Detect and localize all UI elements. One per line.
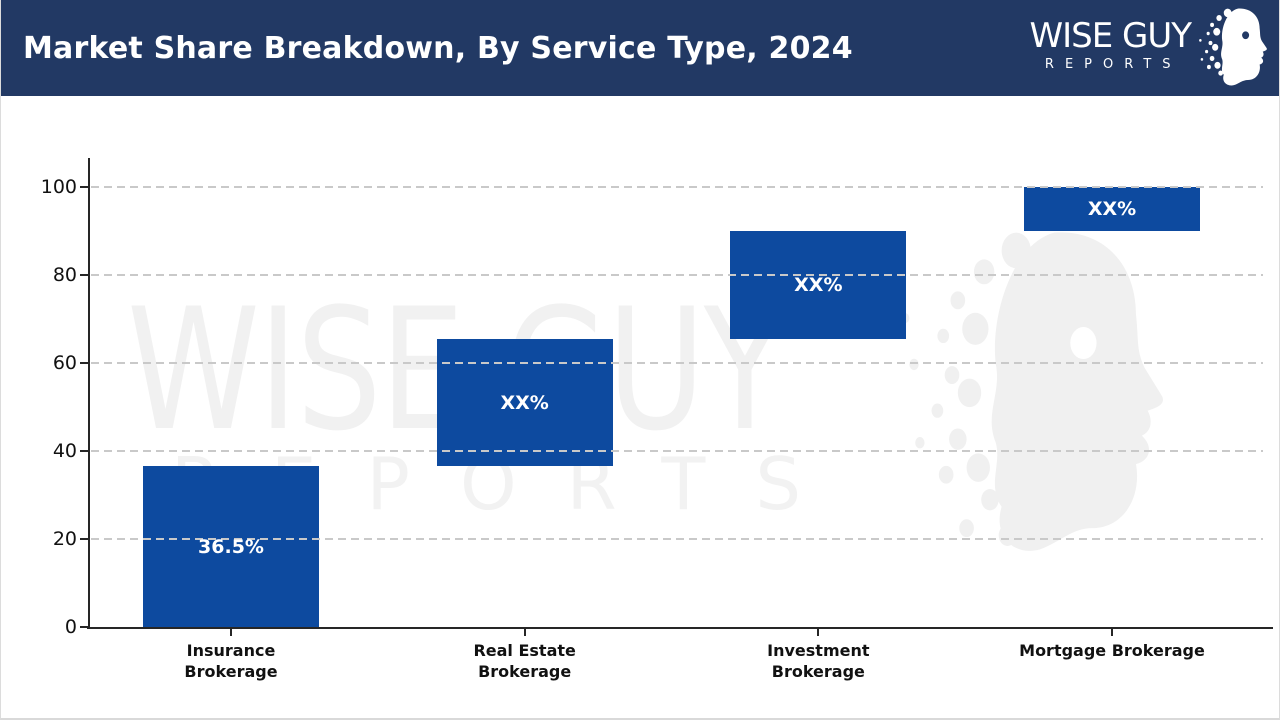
market-share-bar: [143, 466, 319, 627]
category-label-line: Investment: [767, 641, 870, 660]
y-tick-label: 80: [52, 264, 77, 286]
brand-head-icon: [1199, 8, 1267, 86]
brand-name: WISE GUY: [1029, 16, 1192, 56]
category-label: Mortgage Brokerage: [982, 640, 1242, 661]
x-tick: [523, 629, 526, 636]
category-label-line: Mortgage Brokerage: [1019, 641, 1205, 660]
category-label-line: Brokerage: [184, 662, 278, 681]
x-tick: [1111, 629, 1113, 636]
gridline: [91, 450, 1263, 452]
bar-value-label: 36.5%: [198, 535, 264, 558]
y-tick-label: 60: [52, 352, 77, 374]
y-tick: [80, 186, 89, 188]
gridline: [91, 538, 1263, 540]
bar-value-label: XX%: [1087, 198, 1137, 220]
brand-subname: REPORTS: [1044, 57, 1182, 72]
y-tick-label: 100: [40, 176, 77, 198]
y-tick: [80, 450, 89, 452]
category-label-line: Insurance: [186, 641, 276, 660]
category-label-line: Real Estate: [473, 641, 576, 660]
gridline: [91, 362, 1263, 364]
x-axis-line: [87, 627, 1273, 629]
y-tick-label: 0: [64, 616, 77, 638]
category-label: Insurance Brokerage: [101, 640, 361, 682]
chart-title: Market Share Breakdown, By Service Type,…: [23, 30, 853, 66]
y-tick: [80, 538, 89, 540]
y-tick-label: 40: [52, 440, 77, 462]
brand-logo-text: WISE GUY REPORTS: [1029, 16, 1192, 72]
market-share-bar: [730, 231, 907, 339]
y-tick: [80, 626, 89, 628]
y-tick-label: 20: [52, 528, 77, 550]
category-label-line: Brokerage: [478, 662, 572, 681]
market-share-bar: [1024, 187, 1200, 231]
category-label: Real Estate Brokerage: [395, 640, 655, 682]
x-tick: [817, 629, 820, 636]
x-tick: [230, 629, 232, 636]
y-tick: [80, 274, 89, 276]
category-label-line: Brokerage: [771, 662, 865, 681]
gridline: [91, 186, 1263, 188]
brand-logo: WISE GUY REPORTS: [1019, 4, 1269, 92]
bar-value-label: XX%: [794, 273, 843, 296]
market-share-bar: [436, 338, 613, 467]
bar-value-label: XX%: [500, 391, 549, 414]
y-axis-line: [88, 158, 90, 629]
y-tick: [80, 362, 89, 364]
category-label: Investment Brokerage: [688, 640, 948, 682]
gridline: [91, 274, 1263, 276]
watermark-head-icon: [901, 232, 1163, 551]
header-bar: Market Share Breakdown, By Service Type,…: [1, 0, 1279, 96]
